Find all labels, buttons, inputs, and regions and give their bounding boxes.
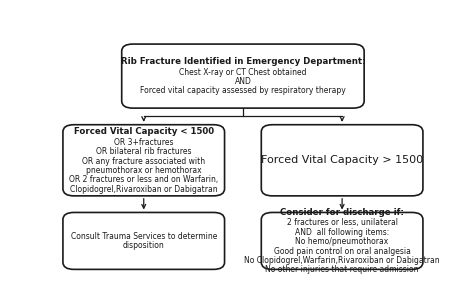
Text: No other injuries that require admission: No other injuries that require admission [265,265,419,274]
FancyBboxPatch shape [63,125,225,196]
Text: Forced Vital Capacity > 1500: Forced Vital Capacity > 1500 [261,155,423,165]
Text: Forced vital capacity assessed by respiratory therapy: Forced vital capacity assessed by respir… [140,87,346,95]
Text: OR bilateral rib fractures: OR bilateral rib fractures [96,147,191,156]
Text: OR 3+fractures: OR 3+fractures [114,138,173,147]
Text: Clopidogrel,Rivaroxiban or Dabigatran: Clopidogrel,Rivaroxiban or Dabigatran [70,185,218,194]
Text: Rib Fracture Identified in Emergency Department:: Rib Fracture Identified in Emergency Dep… [120,57,365,67]
Text: OR any fracture associated with: OR any fracture associated with [82,156,205,165]
Text: pneumothorax or hemothorax: pneumothorax or hemothorax [86,166,201,175]
Text: Consult Trauma Services to determine: Consult Trauma Services to determine [71,232,217,241]
FancyBboxPatch shape [261,213,423,270]
Text: OR 2 fractures or less and on Warfarin,: OR 2 fractures or less and on Warfarin, [69,176,219,184]
Text: Chest X-ray or CT Chest obtained: Chest X-ray or CT Chest obtained [179,68,307,77]
Text: 2 fractures or less, unilateral: 2 fractures or less, unilateral [287,218,398,227]
Text: Forced Vital Capacity < 1500: Forced Vital Capacity < 1500 [73,128,214,136]
FancyBboxPatch shape [122,44,364,108]
Text: Consider for discharge if:: Consider for discharge if: [280,208,404,217]
Text: AND: AND [235,77,251,86]
Text: AND  all following items:: AND all following items: [295,228,389,237]
FancyBboxPatch shape [63,213,225,270]
FancyBboxPatch shape [261,125,423,196]
Text: Good pain control on oral analgesia: Good pain control on oral analgesia [273,247,410,256]
Text: No Clopidogrel,Warfarin,Rivaroxiban or Dabigatran: No Clopidogrel,Warfarin,Rivaroxiban or D… [244,256,440,265]
Text: disposition: disposition [123,241,164,250]
Text: No hemo/pneumothorax: No hemo/pneumothorax [295,237,389,246]
